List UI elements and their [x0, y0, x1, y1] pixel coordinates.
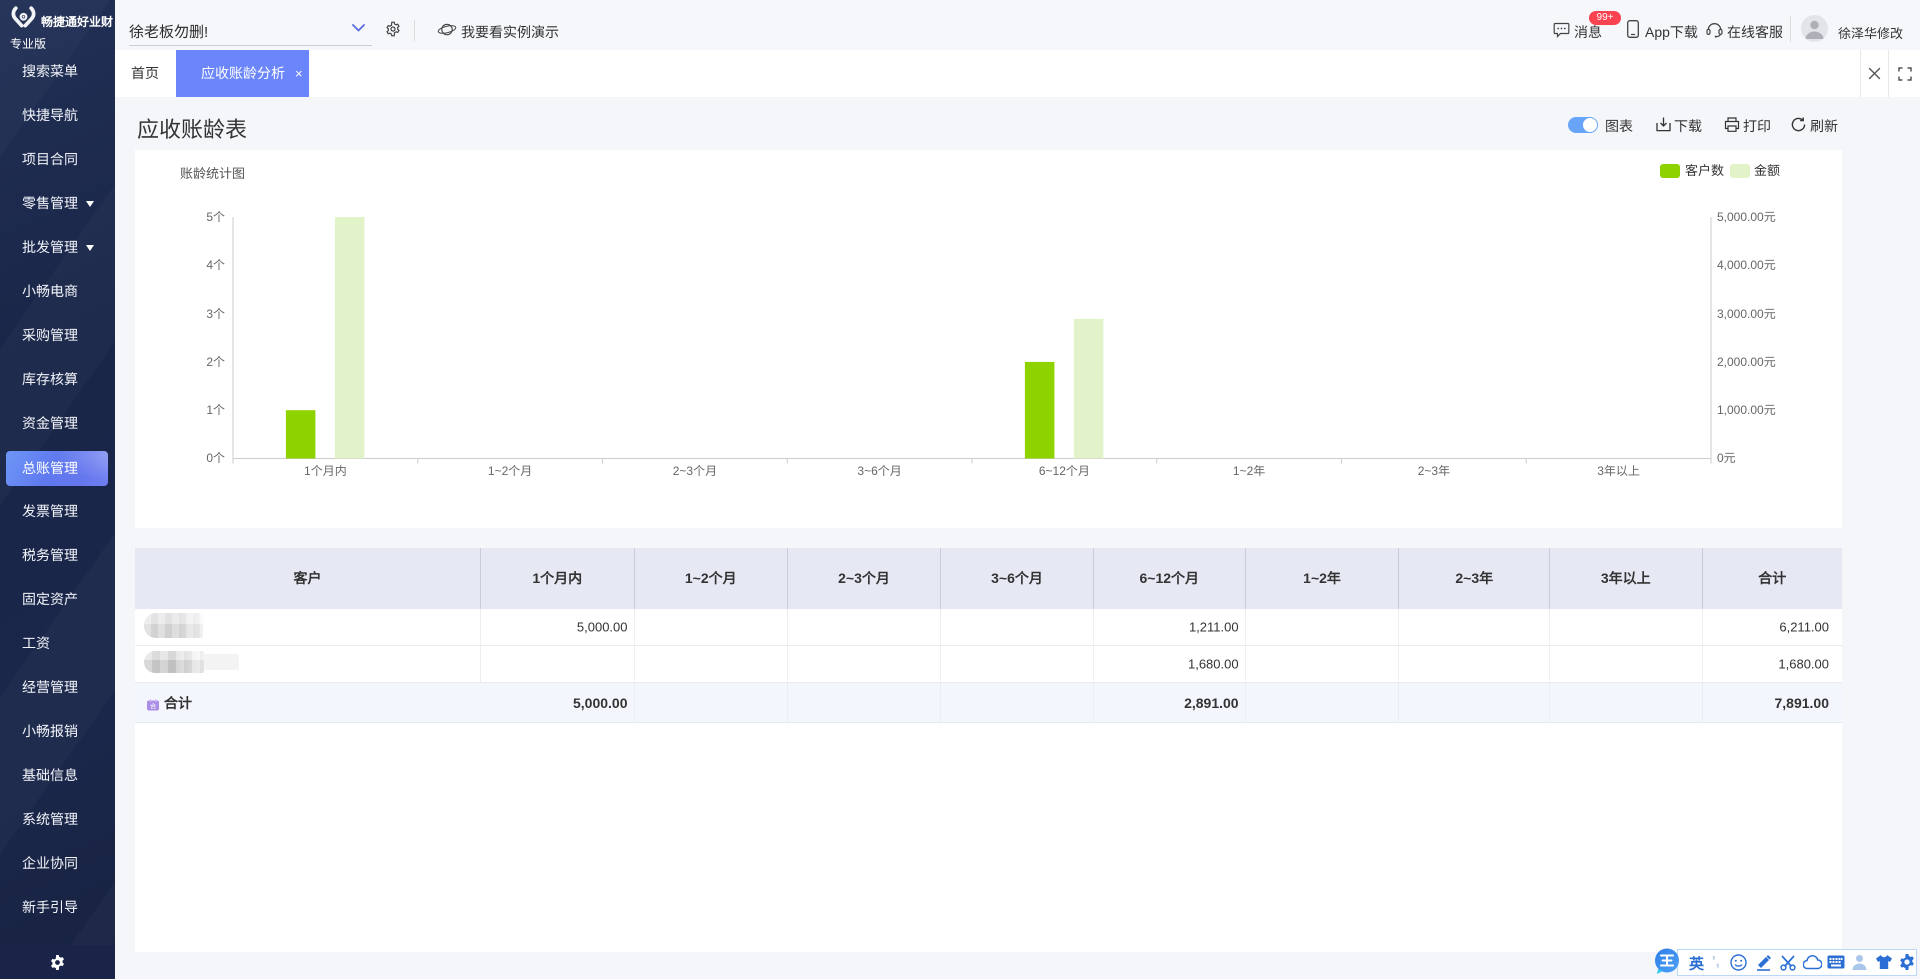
svg-text:3年以上: 3年以上 — [1597, 464, 1640, 478]
svg-text:0个: 0个 — [206, 451, 225, 465]
svg-text:4,000.00元: 4,000.00元 — [1717, 258, 1776, 272]
svg-text:2~3年: 2~3年 — [1418, 464, 1450, 478]
svg-text:2~3个月: 2~3个月 — [673, 464, 717, 478]
svg-text:5,000.00元: 5,000.00元 — [1717, 210, 1776, 224]
svg-text:2个: 2个 — [206, 355, 225, 369]
svg-text:4个: 4个 — [206, 258, 225, 272]
svg-text:2,000.00元: 2,000.00元 — [1717, 355, 1776, 369]
svg-text:5个: 5个 — [206, 210, 225, 224]
svg-text:1~2年: 1~2年 — [1233, 464, 1265, 478]
svg-text:1个月内: 1个月内 — [304, 464, 347, 478]
svg-text:6~12个月: 6~12个月 — [1039, 464, 1090, 478]
svg-text:3~6个月: 3~6个月 — [857, 464, 901, 478]
svg-text:3,000.00元: 3,000.00元 — [1717, 307, 1776, 321]
svg-text:0元: 0元 — [1717, 451, 1736, 465]
svg-text:3个: 3个 — [206, 307, 225, 321]
svg-text:合: 合 — [150, 700, 157, 710]
svg-text:1~2个月: 1~2个月 — [488, 464, 532, 478]
svg-text:1个: 1个 — [206, 403, 225, 417]
svg-text:1,000.00元: 1,000.00元 — [1717, 403, 1776, 417]
